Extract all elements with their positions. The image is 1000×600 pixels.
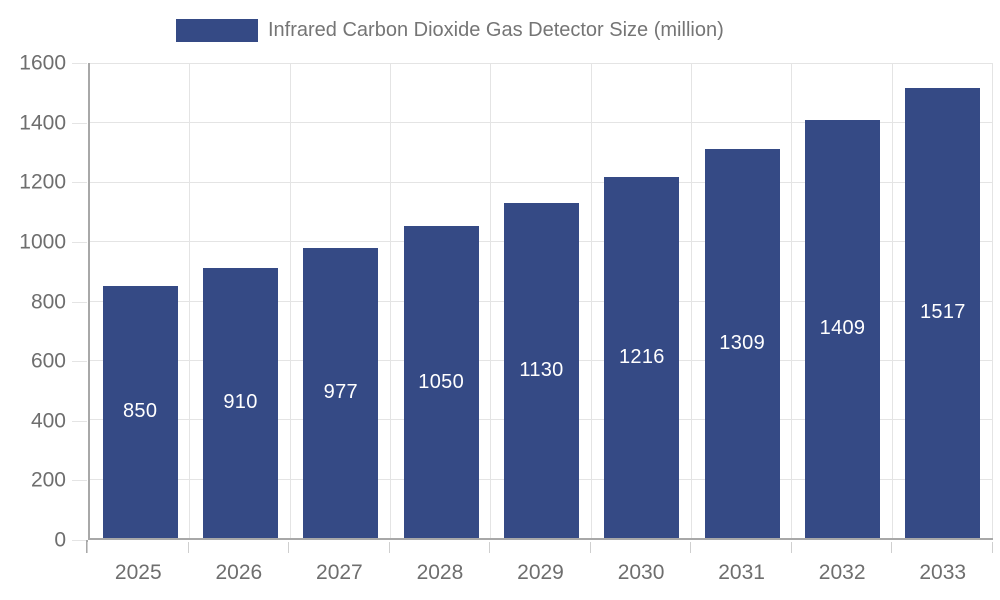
x-axis-ticks bbox=[87, 542, 993, 554]
bar-value-label: 850 bbox=[123, 400, 158, 423]
y-tick bbox=[72, 63, 87, 64]
y-tick-label: 600 bbox=[30, 349, 66, 373]
x-tick bbox=[288, 542, 290, 553]
bar-value-label: 977 bbox=[323, 381, 358, 404]
bar-2029[interactable]: 1130 bbox=[503, 202, 580, 538]
bar-2032[interactable]: 1409 bbox=[804, 119, 881, 538]
bar-2028[interactable]: 1050 bbox=[403, 226, 479, 538]
x-tick bbox=[992, 542, 993, 553]
bar-value-label: 1050 bbox=[418, 370, 464, 393]
y-tick bbox=[72, 241, 87, 243]
x-tick-label: 2032 bbox=[818, 561, 866, 584]
x-axis-labels: 2025 2026 2027 2028 2029 2030 2031 2032 2033 bbox=[88, 560, 993, 590]
x-tick-label: 2025 bbox=[114, 561, 162, 584]
x-tick-label: 2027 bbox=[316, 561, 363, 584]
legend-item[interactable]: Infrared Carbon Dioxide Gas Detector Siz… bbox=[176, 19, 724, 42]
x-tick-label: 2029 bbox=[517, 561, 564, 584]
v-gridline bbox=[690, 63, 692, 538]
v-gridline bbox=[891, 63, 893, 538]
bar-value-label: 910 bbox=[223, 391, 258, 414]
y-tick bbox=[72, 182, 87, 184]
x-tick bbox=[790, 542, 792, 553]
bar-2033[interactable]: 1517 bbox=[905, 87, 981, 538]
y-tick-label: 0 bbox=[54, 528, 66, 552]
y-tick-label: 1400 bbox=[19, 111, 66, 135]
y-tick-label: 400 bbox=[30, 409, 66, 433]
x-tick bbox=[87, 542, 88, 553]
x-tick-label: 2028 bbox=[416, 561, 464, 584]
y-tick bbox=[72, 420, 87, 422]
y-tick bbox=[72, 540, 87, 541]
y-tick-label: 800 bbox=[30, 290, 66, 313]
v-gridline bbox=[791, 63, 793, 538]
x-tick bbox=[690, 542, 692, 553]
y-tick bbox=[72, 301, 87, 303]
bar-value-label: 1216 bbox=[618, 346, 665, 368]
y-tick-label: 1000 bbox=[19, 230, 66, 254]
bar-2027[interactable]: 977 bbox=[303, 247, 379, 538]
bar-value-label: 1309 bbox=[719, 332, 765, 355]
x-tick bbox=[388, 542, 390, 553]
x-tick-label: 2026 bbox=[215, 561, 263, 584]
x-tick-label: 2033 bbox=[919, 561, 967, 584]
plot-area: 850 910 977 1050 1130 1216 1309 1409 1517 bbox=[88, 63, 993, 540]
bar-2026[interactable]: 910 bbox=[202, 267, 279, 538]
x-tick-label: 2031 bbox=[718, 561, 765, 584]
bar-value-label: 1409 bbox=[819, 317, 866, 340]
y-axis-ticks bbox=[72, 63, 87, 541]
bar-2031[interactable]: 1309 bbox=[704, 149, 780, 538]
x-tick bbox=[187, 542, 189, 553]
bar-value-label: 1130 bbox=[519, 358, 564, 381]
bar-value-label: 1517 bbox=[919, 301, 966, 324]
y-tick bbox=[72, 480, 87, 482]
x-tick bbox=[891, 542, 893, 553]
x-tick bbox=[589, 542, 591, 553]
y-tick-label: 1200 bbox=[19, 170, 66, 194]
v-gridline bbox=[590, 63, 592, 538]
h-gridline bbox=[90, 63, 993, 64]
h-gridline bbox=[90, 122, 993, 124]
bar-2025[interactable]: 850 bbox=[102, 285, 178, 538]
v-gridline bbox=[992, 63, 993, 538]
v-gridline bbox=[490, 63, 492, 538]
y-axis-labels: 0 200 400 600 800 1000 1200 1400 1600 bbox=[0, 53, 66, 551]
y-tick bbox=[72, 361, 87, 363]
v-gridline bbox=[389, 63, 391, 538]
x-tick-label: 2030 bbox=[617, 561, 665, 584]
h-gridline bbox=[90, 181, 993, 183]
legend-label: Infrared Carbon Dioxide Gas Detector Siz… bbox=[268, 19, 724, 41]
y-tick bbox=[72, 122, 87, 124]
x-tick bbox=[489, 542, 491, 553]
y-tick-label: 200 bbox=[30, 468, 66, 492]
v-gridline bbox=[289, 63, 291, 538]
legend-swatch-icon bbox=[176, 19, 258, 42]
v-gridline bbox=[189, 63, 191, 538]
bar-2030[interactable]: 1216 bbox=[604, 177, 680, 538]
y-tick-label: 1600 bbox=[19, 51, 66, 75]
